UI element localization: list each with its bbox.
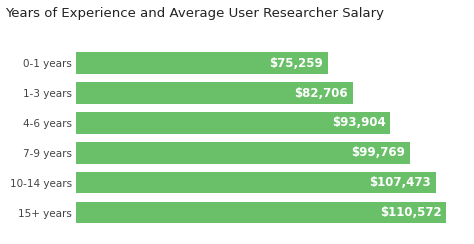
Bar — [76, 202, 447, 223]
Bar — [76, 112, 391, 134]
Text: Years of Experience and Average User Researcher Salary: Years of Experience and Average User Res… — [5, 7, 384, 20]
Text: $110,572: $110,572 — [380, 206, 441, 219]
Bar — [76, 142, 410, 163]
Text: $82,706: $82,706 — [294, 87, 348, 100]
Bar — [76, 82, 353, 104]
Text: $99,769: $99,769 — [351, 146, 405, 159]
Text: $75,259: $75,259 — [269, 57, 323, 70]
Text: $93,904: $93,904 — [332, 116, 385, 129]
Text: $107,473: $107,473 — [369, 176, 431, 189]
Bar — [76, 52, 328, 74]
Bar — [76, 172, 436, 193]
